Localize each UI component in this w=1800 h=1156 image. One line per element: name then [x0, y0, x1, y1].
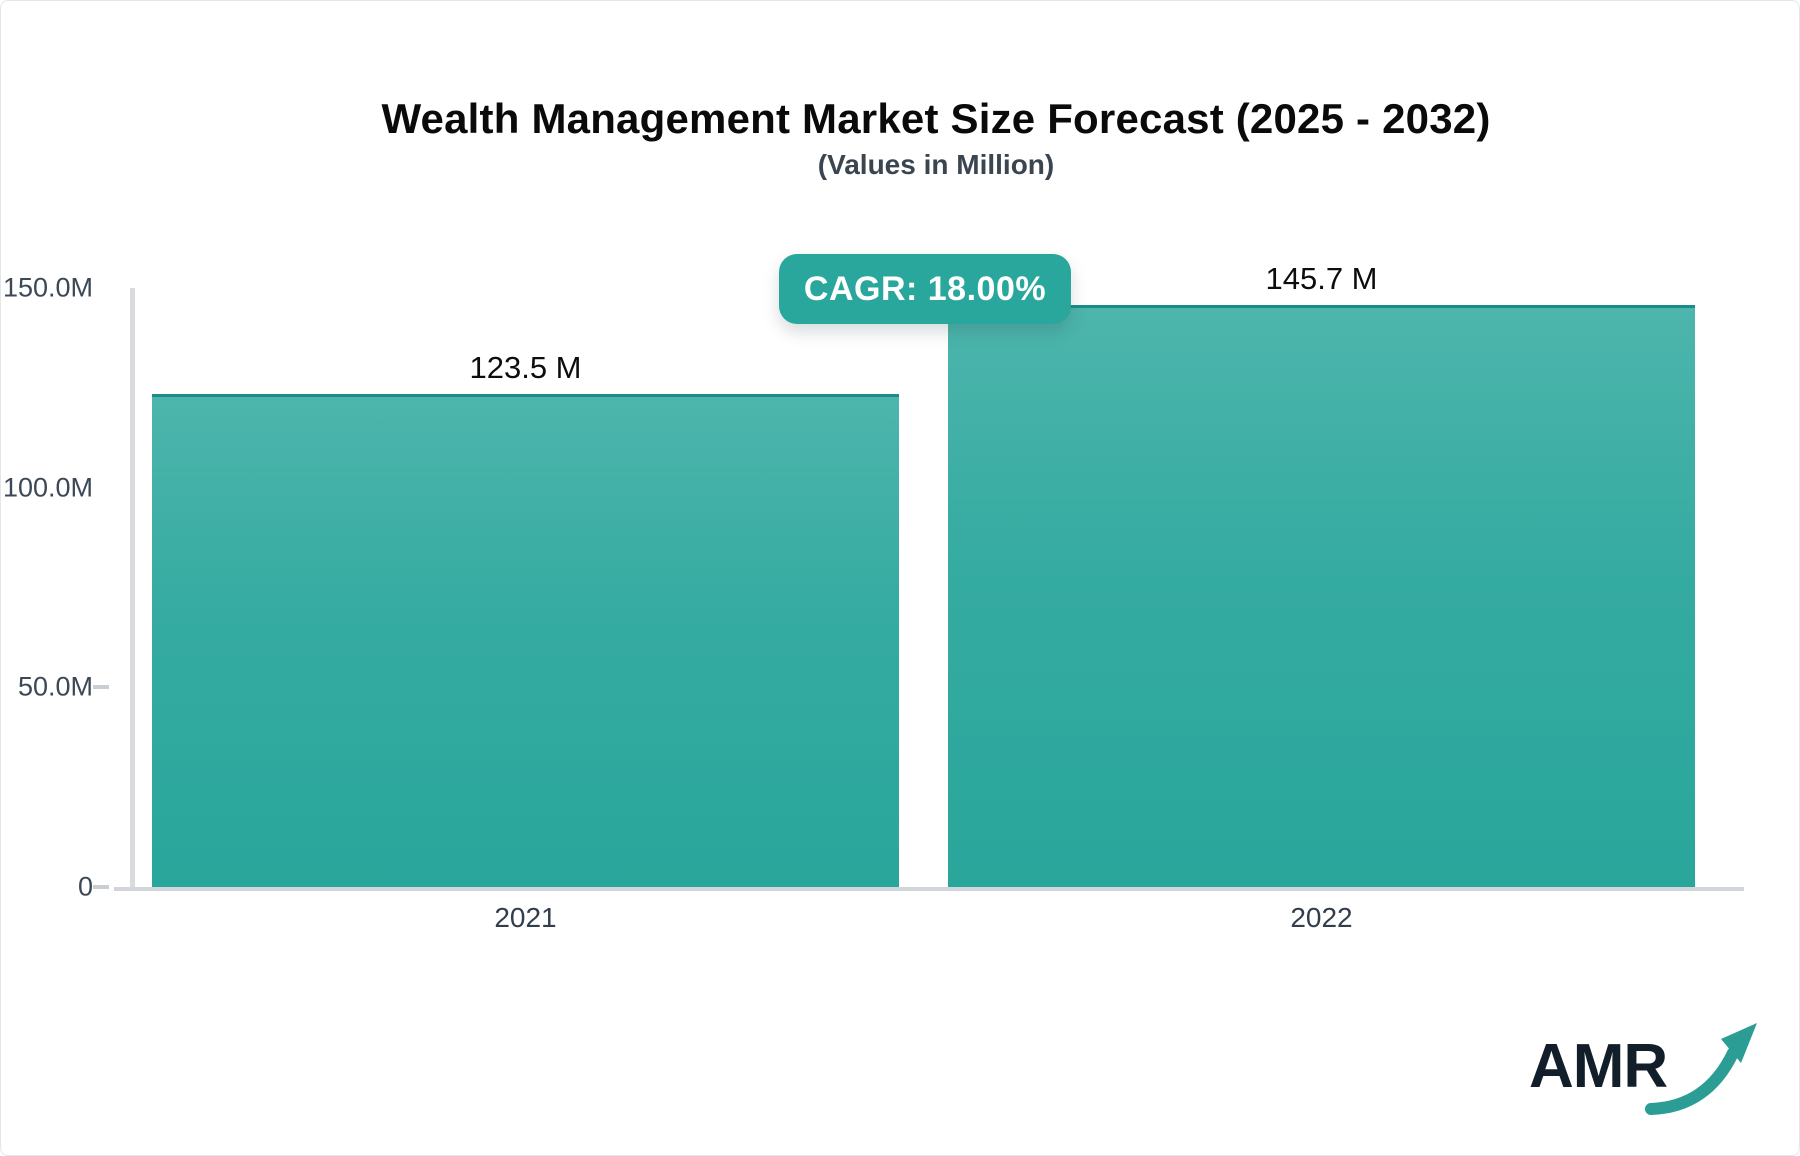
- bar-2022: [948, 305, 1695, 887]
- amr-logo-text: AMR: [1529, 1032, 1668, 1101]
- y-axis-tick-label: 50.0M: [17, 671, 93, 702]
- y-axis-tick-mark: [93, 685, 109, 689]
- y-axis-tick-label: 150.0M: [2, 272, 93, 303]
- bar-value-label-2021: 123.5 M: [469, 350, 582, 385]
- plot-area: 150.0M 100.0M 50.0M 0 123.5 M 145.7 M CA…: [3, 254, 1744, 933]
- x-axis-label-2021: 2021: [494, 902, 557, 933]
- x-axis-line: [114, 887, 1744, 891]
- cagr-badge: CAGR: 18.00%: [779, 254, 1071, 324]
- y-axis-tick-label: 0: [77, 871, 93, 902]
- chart-subtitle: (Values in Million): [817, 149, 1055, 180]
- y-axis-tick-mark: [93, 885, 109, 889]
- amr-logo: AMR: [1529, 1023, 1769, 1133]
- y-axis-line: [130, 288, 135, 891]
- growth-arrow-icon: [1641, 1005, 1771, 1130]
- bar-2021: [152, 394, 899, 887]
- bar-value-label-2022: 145.7 M: [1265, 261, 1378, 296]
- x-axis-label-2022: 2022: [1290, 902, 1353, 933]
- chart-title: Wealth Management Market Size Forecast (…: [381, 95, 1491, 142]
- y-axis-tick-label: 100.0M: [2, 472, 93, 503]
